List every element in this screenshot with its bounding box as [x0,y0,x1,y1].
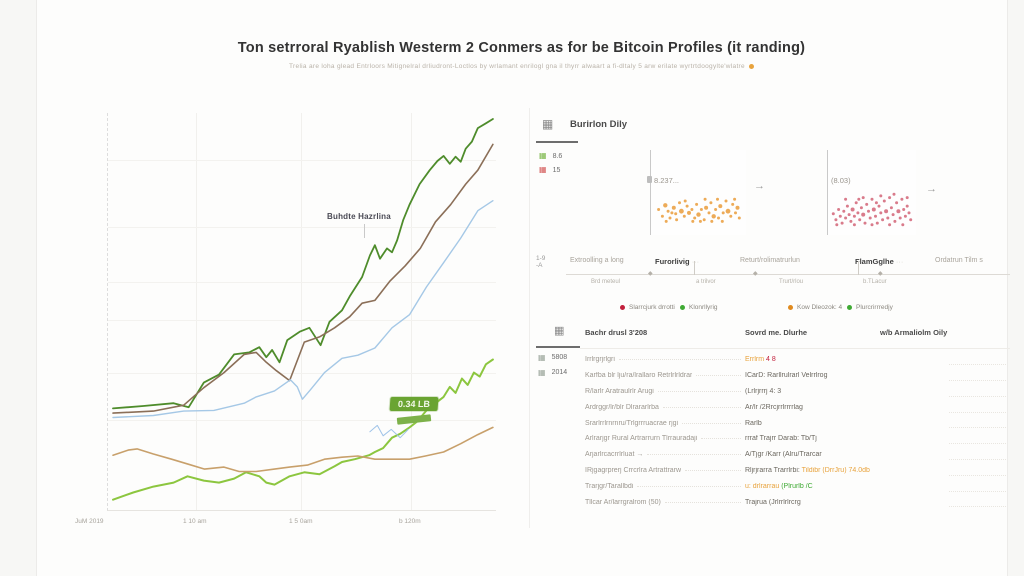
legend-item: Plurcrirrredjy [847,304,893,311]
report-header: Ton setrroral Ryablish Westerm 2 Conmers… [37,40,1006,70]
timeline-label: Brd meteul [591,279,621,285]
x-axis-tick: 1 5 0am [289,518,313,525]
timeline-marker-icon[interactable]: ◆ [878,271,883,277]
section-underline [536,141,578,143]
tab-item[interactable]: Ordatrun Tilm s [935,257,983,264]
scatter-label: 8.237... [654,176,680,185]
table-body: Irrlrgrjrlgri Errlrm 4 8 Karfba blr lju/r… [585,352,1010,510]
slider-knob[interactable] [647,176,652,183]
table-row[interactable]: Ardrggr/lr/blr Dlrararlrba Ar/lr /2Rrcjrr… [585,399,1010,415]
page-title: Ton setrroral Ryablish Westerm 2 Conmers… [237,40,806,56]
grid-line [301,113,302,510]
legend-swatch [788,305,793,310]
grid-line [108,320,496,321]
tab-item-active[interactable]: Furorlivig ··· [655,257,700,266]
subtitle-orange-dot-icon [748,63,754,69]
line-series-svg [112,118,494,501]
grid-line [108,282,496,283]
legend-item: Klonrllyrig [680,304,718,311]
scatter-plot-red: (8.03) [827,150,916,235]
grid-panel-icon: ▦ [542,117,554,131]
stat-row: ▦ 15 [539,166,560,174]
tabs-mini-icon: 1-9 -A [536,255,546,269]
scatter-plot-orange: 8.237... [650,150,746,235]
grid-line [108,420,496,421]
right-panel: ▦ Burirlon Dily ▦ 8.6 ▦ 15 8.237... → (8… [529,108,1014,548]
tab-item[interactable]: Returt/rolimatrurlun [740,257,800,264]
left-margin-strip [0,0,37,576]
value-badge: 0.34 LB [389,397,439,411]
table-grid-icon: ▦ [554,325,565,337]
next-arrow-icon[interactable]: → [926,183,937,195]
timeline-label: a trilvor [696,279,716,285]
legend-swatch [680,305,685,310]
list-grid-icon: ▦ [538,353,546,362]
table-row[interactable]: R/larlr Aratraulrlr Arugi (Lrlrjrrrj 4: 3 [585,384,1010,400]
x-axis-tick: JuM 2019 [75,518,104,525]
table-row[interactable]: Karfba blr lju/ra/lrallaro Retrlrlrldrar… [585,368,1010,384]
annotation-pointer-line [364,224,365,238]
chart-annotation: Buhdte Hazrlina [327,212,391,221]
table-row[interactable]: Irrlrgrjrlgri Errlrm 4 8 [585,352,1010,368]
green-grid-icon: ▦ [539,151,547,160]
table-row[interactable]: Arjarlrcacrrlrluat → A/Tjgr /Karr (Alru/T… [585,447,1010,463]
next-arrow-icon[interactable]: → [754,180,765,192]
stat-value: 15 [552,166,561,174]
table-row[interactable]: IRjgagrprerj Crrcrlra Artrattrarw Rljrjra… [585,463,1010,479]
legend-swatch [620,305,625,310]
scatter-svg [657,197,741,223]
grid-line [108,373,496,374]
timeline-marker-icon[interactable]: ◆ [753,271,758,277]
main-line-chart: 8m 5m 500 1.8 4m 5.4m 0.40 4m 0 Buhdte H… [37,100,529,540]
table-row[interactable]: Trarjgr/Tarallbdi u: drlrarrau (Plrurlb /… [585,478,1010,494]
table-header-divider [580,348,1010,349]
grid-line [108,160,496,161]
red-grid-icon: ▦ [539,165,547,174]
stat-row: ▦ 8.6 [539,152,562,160]
tab-item[interactable]: Extroolling a long [570,257,624,264]
x-axis-tick: 1 10 am [183,518,207,525]
grid-line [108,227,496,228]
table-side-row[interactable]: ▦ 2014 [538,368,568,377]
scatter-svg [831,192,913,227]
table-row[interactable]: Srarlrrlrnrnru/Trlgrrruacrae rjgi Rarlb [585,415,1010,431]
plot-area [107,113,496,511]
right-margin-strip [1007,0,1024,576]
table-row[interactable]: Tllcar Ar/larrgralrom (50) Trajrua (Jrlrr… [585,494,1010,510]
section-title: Burirlon Dily [570,119,628,130]
timeline-axis [566,274,1010,275]
timeline-marker-icon[interactable]: ◆ [648,271,653,277]
table-row[interactable]: Arlrarjgr Rural Artrarrurn Tlrrauradaji r… [585,431,1010,447]
grid-line [196,113,197,510]
x-axis-tick: b 120m [399,518,421,525]
timeline-label: Trurt/rlou [779,279,804,285]
page-subtitle: Trelia are loha glead Entrloors Mitignel… [37,63,1006,70]
table-header-underline [536,346,580,348]
timeline-label: b.TLacur [863,279,887,285]
table-column-header: Bachr drusl 3'208 [585,328,648,337]
list-grid-icon: ▦ [538,368,546,377]
scatter-label: (8.03) [831,176,851,185]
timeline-tick [858,261,859,275]
table-column-header: Sovrd me. Dlurhe [745,328,808,337]
stat-value: 8.6 [552,152,563,160]
tab-item-active[interactable]: FlamGglhe ··· [855,257,904,266]
legend-item: Kow Dleozok: 4 [788,304,842,311]
table-column-header: w/b Armaliolm Oily [880,328,948,337]
timeline-tick [694,261,695,275]
table-side-row[interactable]: ▦ 5808 [538,353,568,362]
legend-swatch [847,305,852,310]
panel-divider [529,108,530,528]
legend-item: Slarrcjurk drrotti [620,304,675,311]
